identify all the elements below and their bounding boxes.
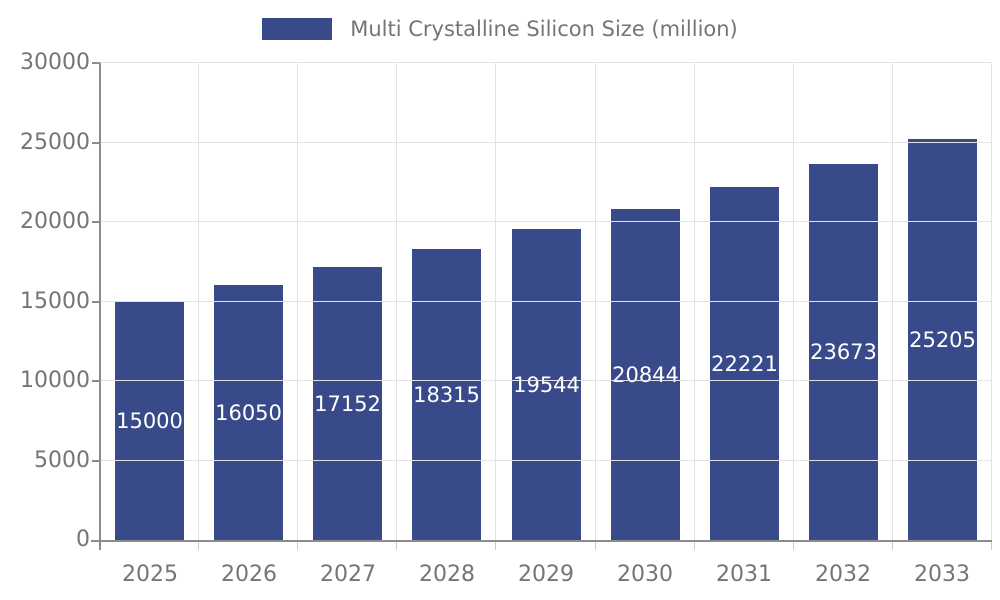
- x-gridline: [198, 63, 199, 540]
- bar-2025: 15000: [115, 301, 184, 540]
- bar-value-label: 25205: [909, 327, 976, 352]
- bar-2027: 17152: [313, 267, 382, 540]
- x-axis-label: 2031: [716, 562, 772, 587]
- bar-2030: 20844: [611, 209, 680, 540]
- x-gridline: [991, 63, 992, 540]
- x-axis-label: 2025: [122, 562, 178, 587]
- y-axis-label: 20000: [20, 209, 90, 234]
- y-gridline: [100, 380, 992, 381]
- bar-value-label: 17152: [314, 391, 381, 416]
- x-gridline: [892, 63, 893, 540]
- x-gridline: [297, 63, 298, 540]
- legend-label[interactable]: Multi Crystalline Silicon Size (million): [350, 17, 738, 41]
- bar-value-label: 16050: [215, 400, 282, 425]
- x-axis-tick: [396, 542, 397, 550]
- bar-value-label: 22221: [711, 351, 778, 376]
- x-axis-label: 2028: [419, 562, 475, 587]
- x-gridline: [495, 63, 496, 540]
- x-axis-tick: [991, 542, 992, 550]
- x-axis-label: 2033: [914, 562, 970, 587]
- bar-2026: 16050: [214, 285, 283, 540]
- y-axis-line: [99, 63, 101, 550]
- x-axis-label: 2026: [221, 562, 277, 587]
- y-axis-label: 25000: [20, 130, 90, 155]
- plot-area: 15000 16050 17152 18315 19544 20844 22221 23673…: [100, 63, 992, 540]
- y-gridline: [100, 142, 992, 143]
- bar-2031: 22221: [710, 187, 779, 540]
- x-gridline: [694, 63, 695, 540]
- y-axis-tick: [92, 62, 100, 64]
- x-axis-tick: [694, 542, 695, 550]
- bar-value-label: 19544: [513, 372, 580, 397]
- y-axis-label: 0: [76, 527, 90, 552]
- bar-value-label: 15000: [116, 408, 183, 433]
- y-axis-tick: [92, 460, 100, 462]
- y-axis-tick: [92, 142, 100, 144]
- bar-value-label: 20844: [612, 362, 679, 387]
- y-axis-label: 15000: [20, 289, 90, 314]
- bar-2029: 19544: [512, 229, 581, 540]
- x-axis-tick: [595, 542, 596, 550]
- y-axis-label: 10000: [20, 368, 90, 393]
- bar-2033: 25205: [908, 139, 977, 540]
- x-axis-tick: [198, 542, 199, 550]
- y-gridline: [100, 301, 992, 302]
- y-axis-tick: [92, 380, 100, 382]
- x-gridline: [595, 63, 596, 540]
- bar-2028: 18315: [412, 249, 481, 540]
- bar-value-label: 18315: [413, 382, 480, 407]
- y-axis-tick: [92, 301, 100, 303]
- x-axis-line: [91, 540, 992, 542]
- y-axis-tick: [92, 221, 100, 223]
- x-gridline: [396, 63, 397, 540]
- x-axis-label: 2027: [320, 562, 376, 587]
- x-axis-tick: [495, 542, 496, 550]
- legend-swatch[interactable]: [262, 18, 333, 40]
- y-axis-label: 5000: [34, 448, 90, 473]
- x-axis-label: 2030: [617, 562, 673, 587]
- bar-2032: 23673: [809, 164, 878, 540]
- bar-value-label: 23673: [810, 340, 877, 364]
- x-gridline: [793, 63, 794, 540]
- x-axis-tick: [297, 542, 298, 550]
- y-axis-label: 30000: [20, 50, 90, 75]
- y-gridline: [100, 460, 992, 461]
- y-gridline: [100, 62, 992, 63]
- legend[interactable]: Multi Crystalline Silicon Size (million): [0, 17, 1000, 41]
- y-gridline: [100, 221, 992, 222]
- x-axis-tick: [793, 542, 794, 550]
- x-axis-label: 2032: [815, 562, 871, 587]
- x-axis-label: 2029: [518, 562, 574, 587]
- x-axis-tick: [892, 542, 893, 550]
